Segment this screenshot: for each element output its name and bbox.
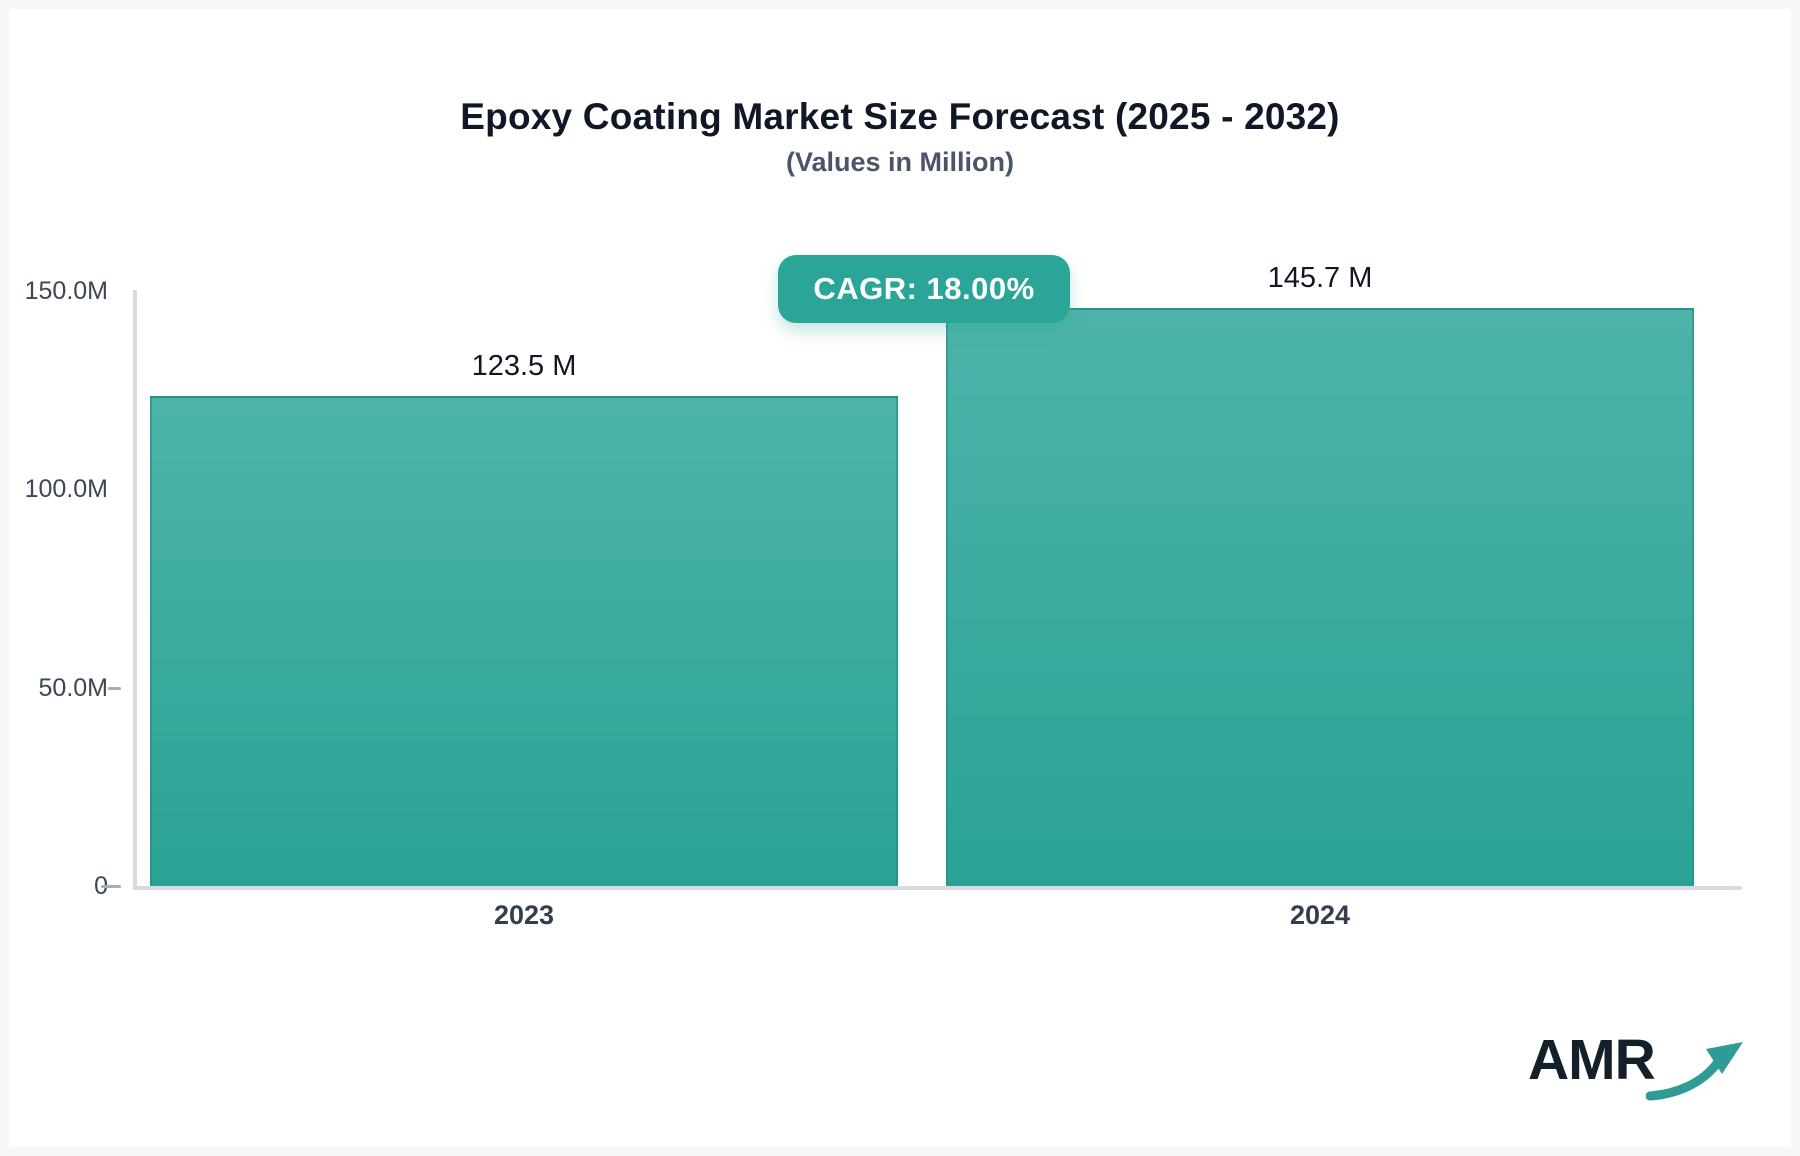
bar-2023 (150, 396, 898, 886)
y-tick-mark (108, 686, 121, 690)
x-category-label: 2023 (493, 900, 555, 930)
bar-value-label: 123.5 M (471, 350, 577, 382)
x-axis-line (133, 886, 1742, 890)
chart-title: Epoxy Coating Market Size Forecast (2025… (460, 96, 1340, 137)
x-category-label: 2024 (1289, 900, 1351, 930)
bar-2024 (946, 308, 1694, 886)
y-tick-label: 0 (8, 871, 108, 901)
y-tick-label: 100.0M (24, 475, 108, 504)
y-tick-mark (101, 885, 121, 888)
y-axis-line (133, 290, 137, 888)
brand-logo-text: AMR (1528, 1028, 1656, 1092)
brand-logo: AMR (1528, 1028, 1743, 1110)
cagr-badge: CAGR: 18.00% (778, 255, 1070, 323)
y-tick-label: 150.0M (24, 277, 108, 305)
y-tick-label: 50.0M (38, 673, 108, 702)
bar-value-label: 145.7 M (1267, 262, 1373, 294)
growth-arrow-icon (1646, 1042, 1743, 1101)
chart-subtitle: (Values in Million) (785, 147, 1015, 177)
